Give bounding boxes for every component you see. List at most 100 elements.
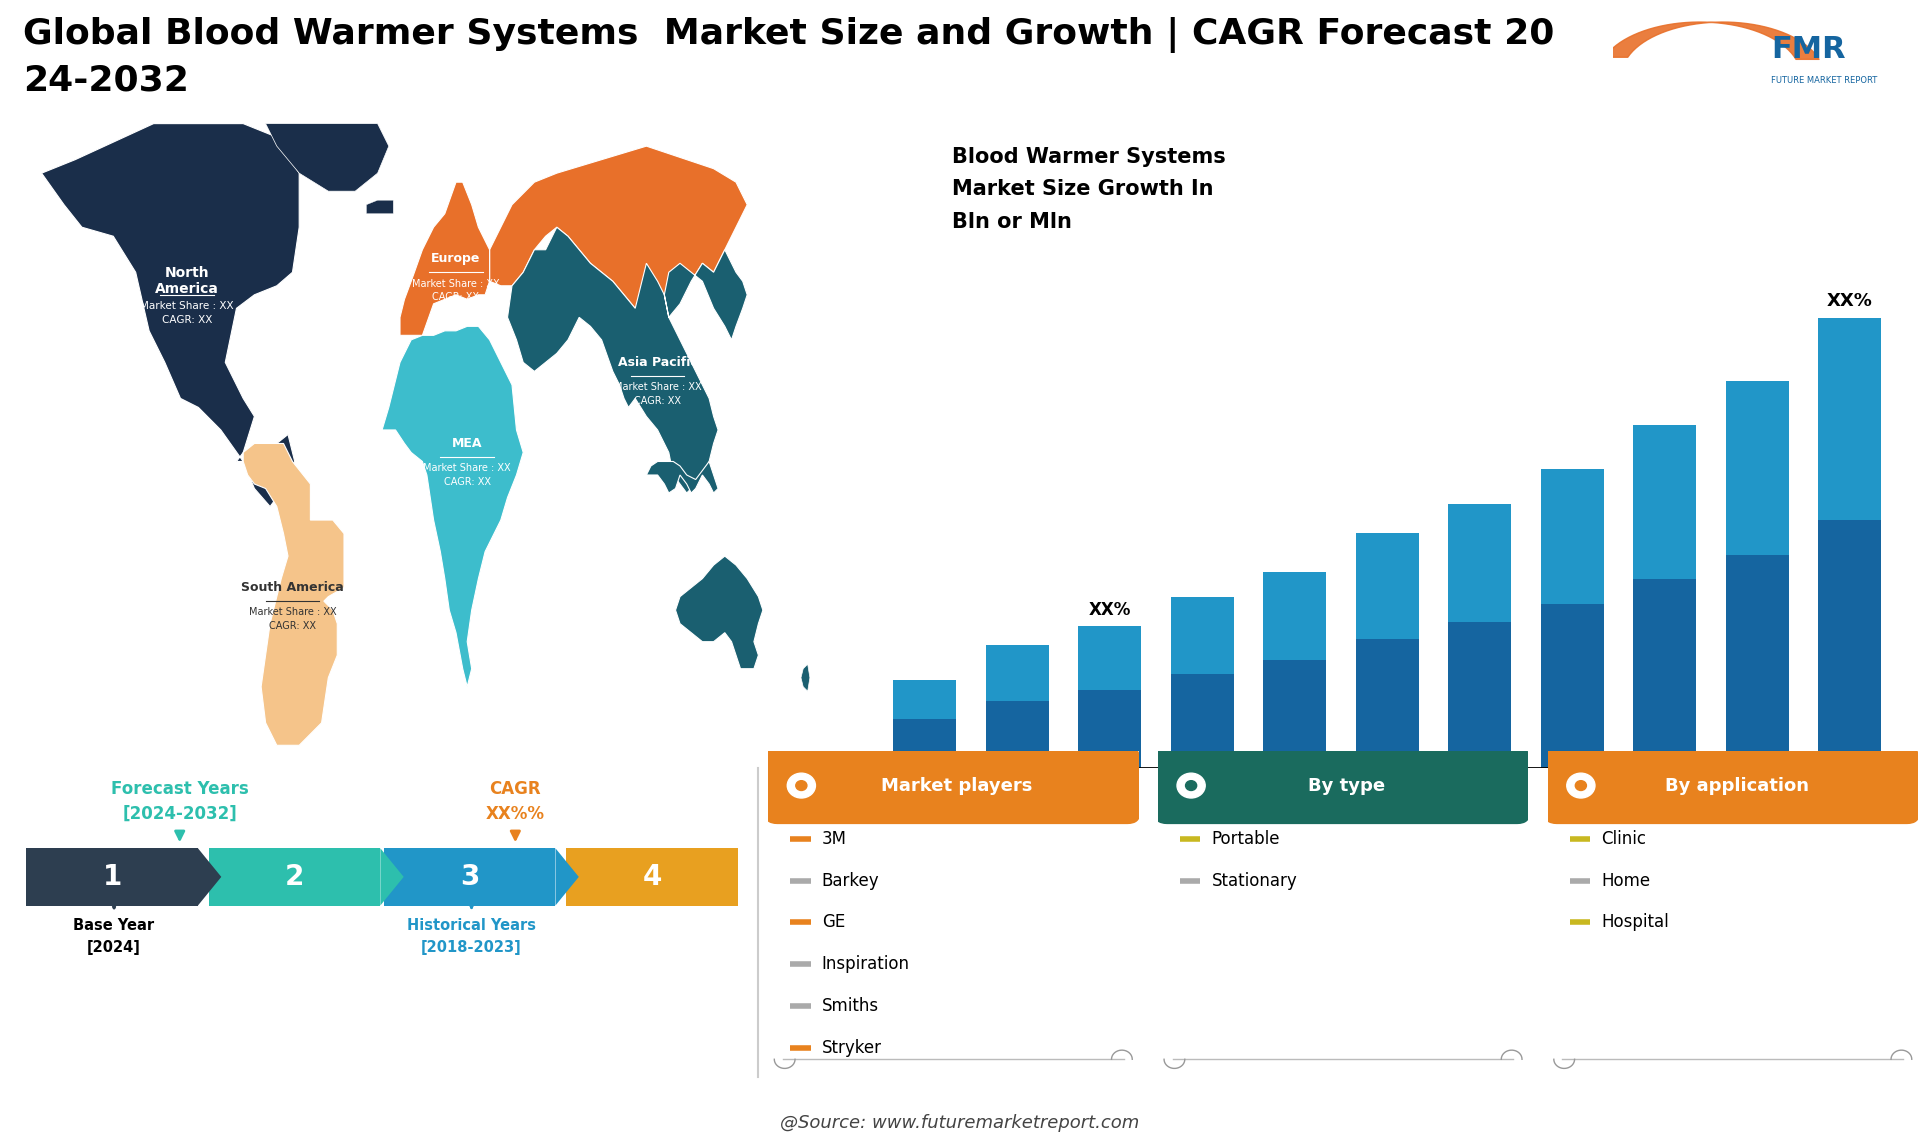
- Text: MEA: MEA: [451, 437, 482, 450]
- Text: @Source: www.futuremarketreport.com: @Source: www.futuremarketreport.com: [780, 1114, 1140, 1132]
- Polygon shape: [382, 327, 522, 686]
- Polygon shape: [42, 124, 300, 507]
- Circle shape: [787, 774, 816, 798]
- Circle shape: [795, 780, 806, 791]
- Text: 2025: 2025: [1183, 792, 1221, 807]
- Circle shape: [1185, 780, 1196, 791]
- Polygon shape: [399, 182, 490, 336]
- Text: Global Blood Warmer Systems  Market Size and Growth | CAGR Forecast 20: Global Blood Warmer Systems Market Size …: [23, 17, 1555, 53]
- Text: Market Share : XX: Market Share : XX: [413, 278, 499, 289]
- Text: 2029: 2029: [1553, 792, 1592, 807]
- Text: Market Share : XX: Market Share : XX: [614, 382, 701, 392]
- Bar: [893, 680, 956, 720]
- Text: Market Share : XX: Market Share : XX: [424, 463, 511, 473]
- Text: Stryker: Stryker: [822, 1038, 881, 1057]
- Polygon shape: [367, 201, 394, 213]
- Text: 2024: 2024: [1091, 792, 1129, 807]
- Text: 3: 3: [461, 863, 480, 890]
- Text: Inspiration: Inspiration: [822, 956, 910, 973]
- Text: 2: 2: [284, 863, 303, 890]
- Polygon shape: [555, 848, 578, 905]
- Polygon shape: [478, 147, 747, 317]
- Text: Stationary: Stationary: [1212, 872, 1298, 889]
- Bar: [1356, 638, 1419, 768]
- Text: XX%%: XX%%: [486, 806, 545, 823]
- Text: [2024]: [2024]: [86, 940, 140, 955]
- Text: Blood Warmer Systems
Market Size Growth In
Bln or Mln: Blood Warmer Systems Market Size Growth …: [952, 147, 1227, 233]
- Text: 3M: 3M: [822, 830, 847, 848]
- Bar: [1079, 690, 1140, 768]
- FancyBboxPatch shape: [764, 747, 1140, 824]
- Text: CAGR: CAGR: [490, 780, 541, 799]
- FancyBboxPatch shape: [1154, 747, 1530, 824]
- Polygon shape: [198, 848, 221, 905]
- Bar: [1263, 572, 1327, 660]
- Polygon shape: [676, 556, 762, 669]
- Text: [2018-2023]: [2018-2023]: [420, 940, 522, 955]
- Text: By application: By application: [1665, 777, 1809, 794]
- Bar: [1171, 674, 1233, 768]
- Text: Hospital: Hospital: [1601, 913, 1668, 932]
- Text: Market Share : XX: Market Share : XX: [250, 607, 336, 618]
- Text: Home: Home: [1601, 872, 1651, 889]
- Circle shape: [1567, 774, 1596, 798]
- Bar: [1079, 626, 1140, 690]
- Text: Historical Years: Historical Years: [407, 918, 536, 933]
- Text: FMR: FMR: [1770, 34, 1845, 64]
- FancyBboxPatch shape: [566, 848, 737, 905]
- Polygon shape: [265, 124, 388, 191]
- Text: CAGR: XX: CAGR: XX: [161, 314, 213, 324]
- Bar: [1448, 622, 1511, 768]
- Text: Asia Pacific: Asia Pacific: [618, 356, 697, 369]
- Text: 2027: 2027: [1367, 792, 1407, 807]
- Bar: [1542, 470, 1603, 604]
- Text: XX%: XX%: [1089, 601, 1131, 619]
- Text: Clinic: Clinic: [1601, 830, 1645, 848]
- FancyBboxPatch shape: [762, 749, 1142, 1082]
- Text: FUTURE MARKET REPORT: FUTURE MARKET REPORT: [1770, 77, 1878, 85]
- FancyBboxPatch shape: [27, 848, 198, 905]
- Text: Market Share : XX: Market Share : XX: [140, 301, 234, 311]
- Bar: [1818, 317, 1882, 520]
- Text: Europe: Europe: [432, 252, 480, 265]
- Bar: [893, 720, 956, 768]
- Text: 1: 1: [102, 863, 121, 890]
- Bar: [1634, 425, 1695, 580]
- Bar: [1542, 604, 1603, 768]
- Bar: [1726, 555, 1789, 768]
- Circle shape: [1574, 780, 1586, 791]
- Text: South America: South America: [242, 581, 344, 594]
- FancyBboxPatch shape: [1152, 749, 1532, 1082]
- Text: 2032: 2032: [1830, 792, 1870, 807]
- Text: 2022: 2022: [904, 792, 945, 807]
- Circle shape: [1177, 774, 1206, 798]
- Text: [2024-2032]: [2024-2032]: [123, 806, 236, 823]
- Text: Base Year: Base Year: [73, 918, 156, 933]
- Text: 2030: 2030: [1645, 792, 1684, 807]
- Bar: [1356, 533, 1419, 638]
- Text: Portable: Portable: [1212, 830, 1281, 848]
- FancyBboxPatch shape: [1542, 749, 1920, 1082]
- Bar: [1726, 382, 1789, 555]
- Text: Market players: Market players: [881, 777, 1033, 794]
- Bar: [1634, 580, 1695, 768]
- Text: GE: GE: [822, 913, 845, 932]
- Text: CAGR: XX: CAGR: XX: [432, 292, 480, 303]
- Text: 2028: 2028: [1461, 792, 1500, 807]
- Bar: [985, 645, 1048, 700]
- Bar: [1171, 597, 1233, 674]
- Text: 4: 4: [643, 863, 662, 890]
- Text: 2023: 2023: [998, 792, 1037, 807]
- Text: Smiths: Smiths: [822, 997, 879, 1015]
- Text: CAGR: XX: CAGR: XX: [444, 477, 492, 487]
- Polygon shape: [507, 227, 747, 493]
- Text: CAGR: XX: CAGR: XX: [269, 621, 317, 631]
- Text: 2026: 2026: [1275, 792, 1313, 807]
- Text: Barkey: Barkey: [822, 872, 879, 889]
- Polygon shape: [801, 665, 810, 691]
- Bar: [1263, 660, 1327, 768]
- Polygon shape: [647, 462, 718, 493]
- Polygon shape: [380, 848, 403, 905]
- Text: Forecast Years: Forecast Years: [111, 780, 248, 799]
- Text: By type: By type: [1308, 777, 1386, 794]
